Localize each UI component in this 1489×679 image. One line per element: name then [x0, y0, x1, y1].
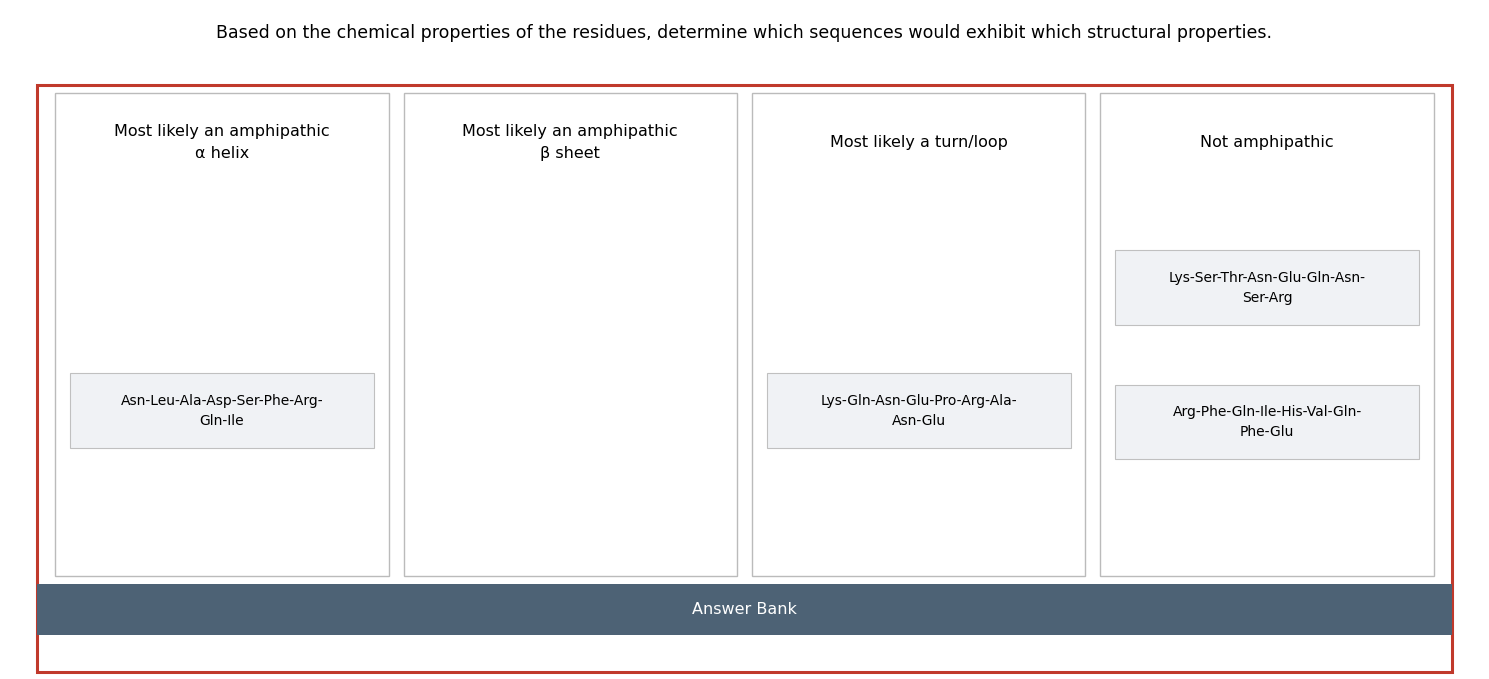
Bar	[37, 584, 1452, 635]
Bar	[767, 373, 1071, 448]
Bar	[404, 93, 737, 576]
Bar	[1115, 385, 1419, 460]
Bar	[37, 85, 1452, 672]
Text: Lys-Gln-Asn-Glu-Pro-Arg-Ala-
Asn-Glu: Lys-Gln-Asn-Glu-Pro-Arg-Ala- Asn-Glu	[820, 394, 1017, 428]
Bar	[70, 373, 374, 448]
Bar	[1100, 93, 1434, 576]
Text: Most likely an amphipathic
β sheet: Most likely an amphipathic β sheet	[463, 124, 677, 161]
Bar	[55, 93, 389, 576]
Bar	[752, 93, 1085, 576]
Text: Most likely a turn/loop: Most likely a turn/loop	[829, 134, 1008, 150]
Text: Asn-Leu-Ala-Asp-Ser-Phe-Arg-
Gln-Ile: Asn-Leu-Ala-Asp-Ser-Phe-Arg- Gln-Ile	[121, 394, 323, 428]
Text: Not amphipathic: Not amphipathic	[1200, 134, 1334, 150]
Text: Most likely an amphipathic
α helix: Most likely an amphipathic α helix	[115, 124, 329, 161]
Text: Arg-Phe-Gln-Ile-His-Val-Gln-
Phe-Glu: Arg-Phe-Gln-Ile-His-Val-Gln- Phe-Glu	[1172, 405, 1362, 439]
Bar	[1115, 251, 1419, 325]
Text: Lys-Ser-Thr-Asn-Glu-Gln-Asn-
Ser-Arg: Lys-Ser-Thr-Asn-Glu-Gln-Asn- Ser-Arg	[1169, 270, 1365, 305]
Text: Based on the chemical properties of the residues, determine which sequences woul: Based on the chemical properties of the …	[216, 24, 1273, 42]
Text: Answer Bank: Answer Bank	[692, 602, 797, 617]
